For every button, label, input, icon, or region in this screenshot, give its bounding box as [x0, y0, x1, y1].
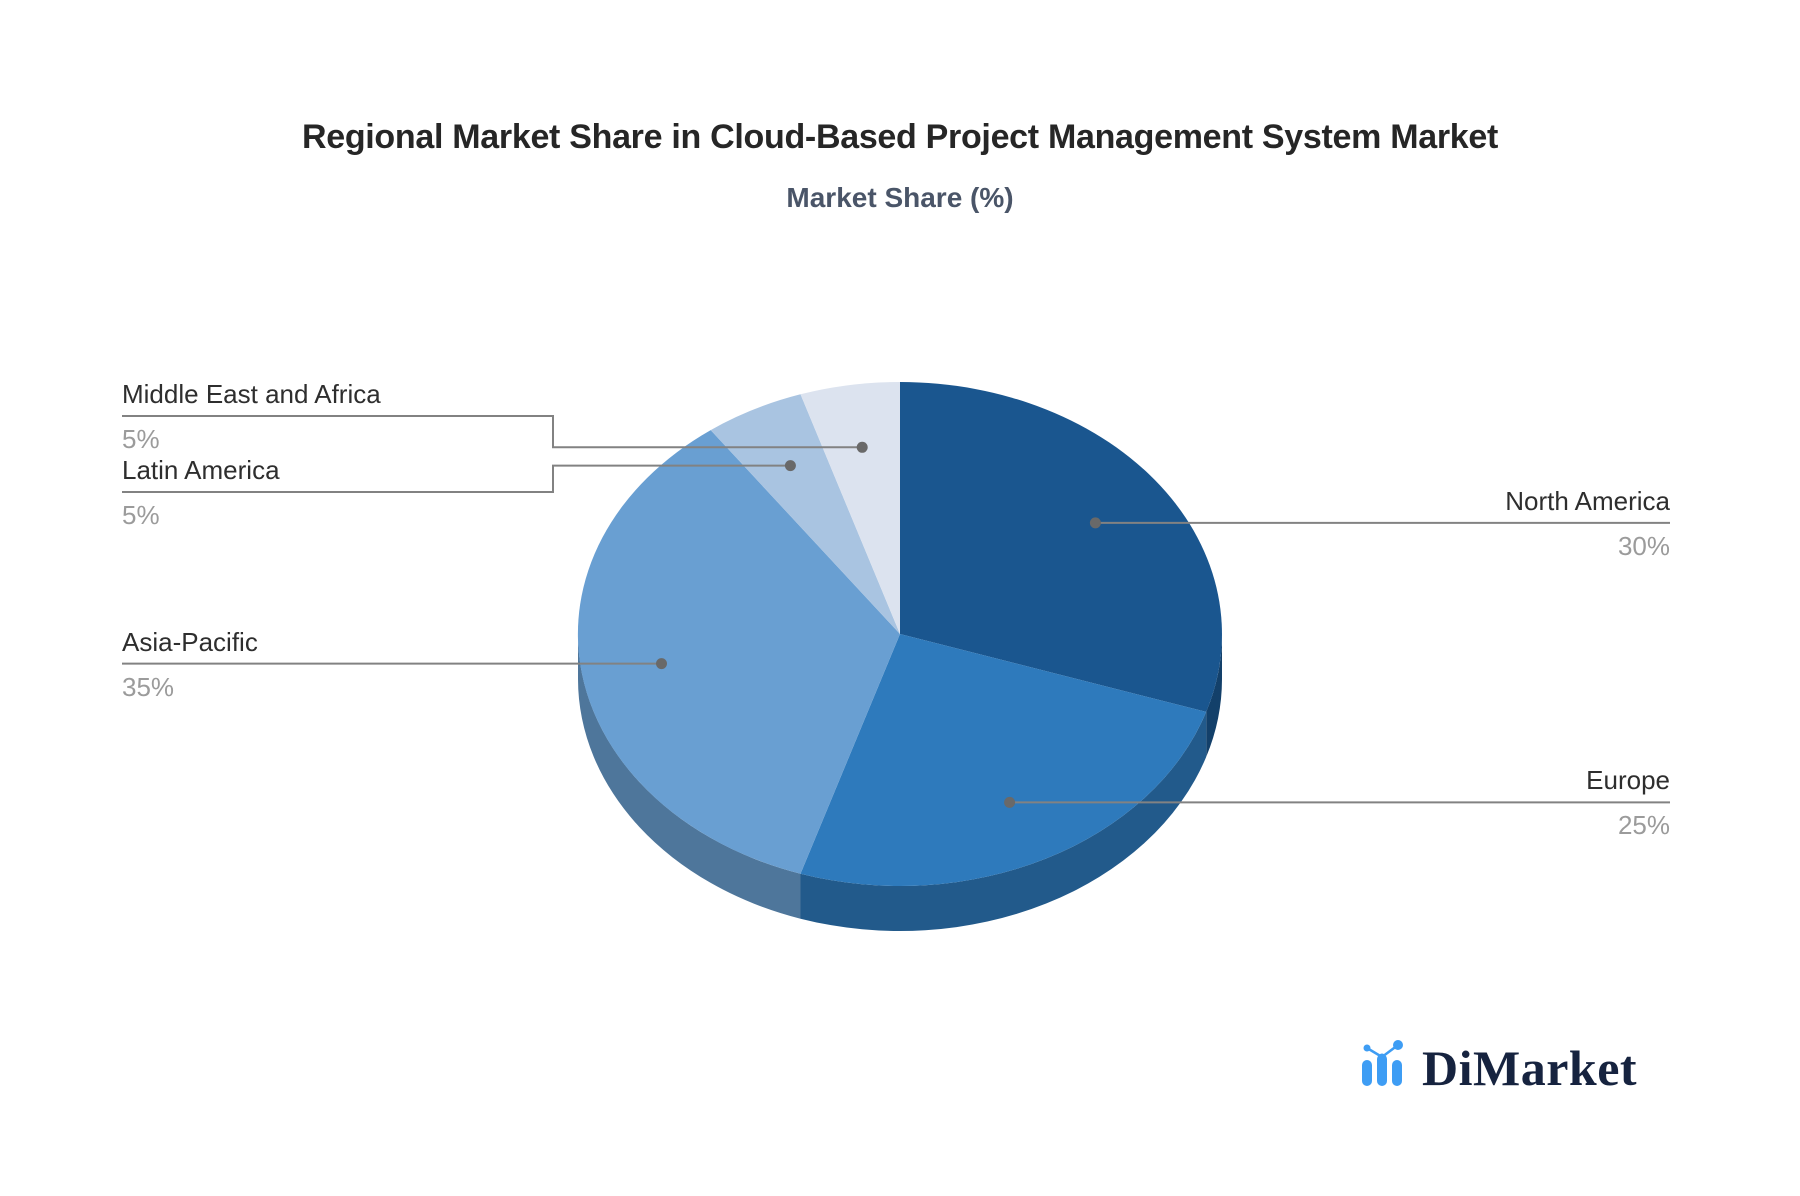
leader-dot-middle-east-and-africa [856, 441, 868, 453]
leader-dot-north-america [1089, 517, 1101, 529]
callout-label-north-america: North America [1505, 485, 1670, 516]
chart-title: Regional Market Share in Cloud-Based Pro… [301, 118, 1499, 156]
bar-chart-logo-icon [1362, 1040, 1403, 1086]
chart-subtitle: Market Share (%) [786, 182, 1014, 213]
callout-value-north-america: 30% [1617, 530, 1670, 561]
callout-label-latin-america: Latin America [122, 455, 280, 485]
logo-bar [1362, 1060, 1372, 1086]
logo-dot [1378, 1053, 1386, 1061]
pie-rim-asia-pacific [578, 634, 801, 919]
logo-dot [1393, 1040, 1403, 1050]
callout-label-asia-pacific: Asia-Pacific [122, 626, 258, 657]
logo-text: DiMarket [1422, 1040, 1638, 1096]
callout-value-latin-america: 5% [122, 500, 160, 530]
leader-dot-latin-america [784, 460, 796, 472]
logo-bar [1392, 1060, 1402, 1086]
callout-value-middle-east-and-africa: 5% [122, 424, 160, 454]
leader-dot-asia-pacific [656, 658, 667, 670]
leader-line-latin-america [122, 464, 791, 493]
leader-dot-europe [1004, 796, 1016, 808]
logo-dot [1363, 1044, 1371, 1052]
callout-label-europe: Europe [1586, 765, 1670, 796]
callout-value-asia-pacific: 35% [122, 671, 175, 702]
pie-slice-asia-pacific[interactable] [577, 430, 900, 874]
logo-bar [1377, 1054, 1387, 1086]
logo: DiMarket [1360, 1032, 1637, 1096]
pie-slice-north-america[interactable] [900, 382, 1222, 712]
leader-line-middle-east-and-africa [122, 415, 863, 449]
pie-rim-europe [800, 711, 1207, 932]
pie-slice-middle-east-and-africa[interactable] [800, 381, 901, 634]
callout-value-europe: 25% [1617, 810, 1670, 841]
pie-slice-europe[interactable] [800, 634, 1207, 887]
pie-slice-latin-america[interactable] [710, 394, 900, 634]
callout-label-middle-east-and-africa: Middle East and Africa [122, 379, 381, 409]
pie-rim-north-america [1206, 634, 1222, 757]
